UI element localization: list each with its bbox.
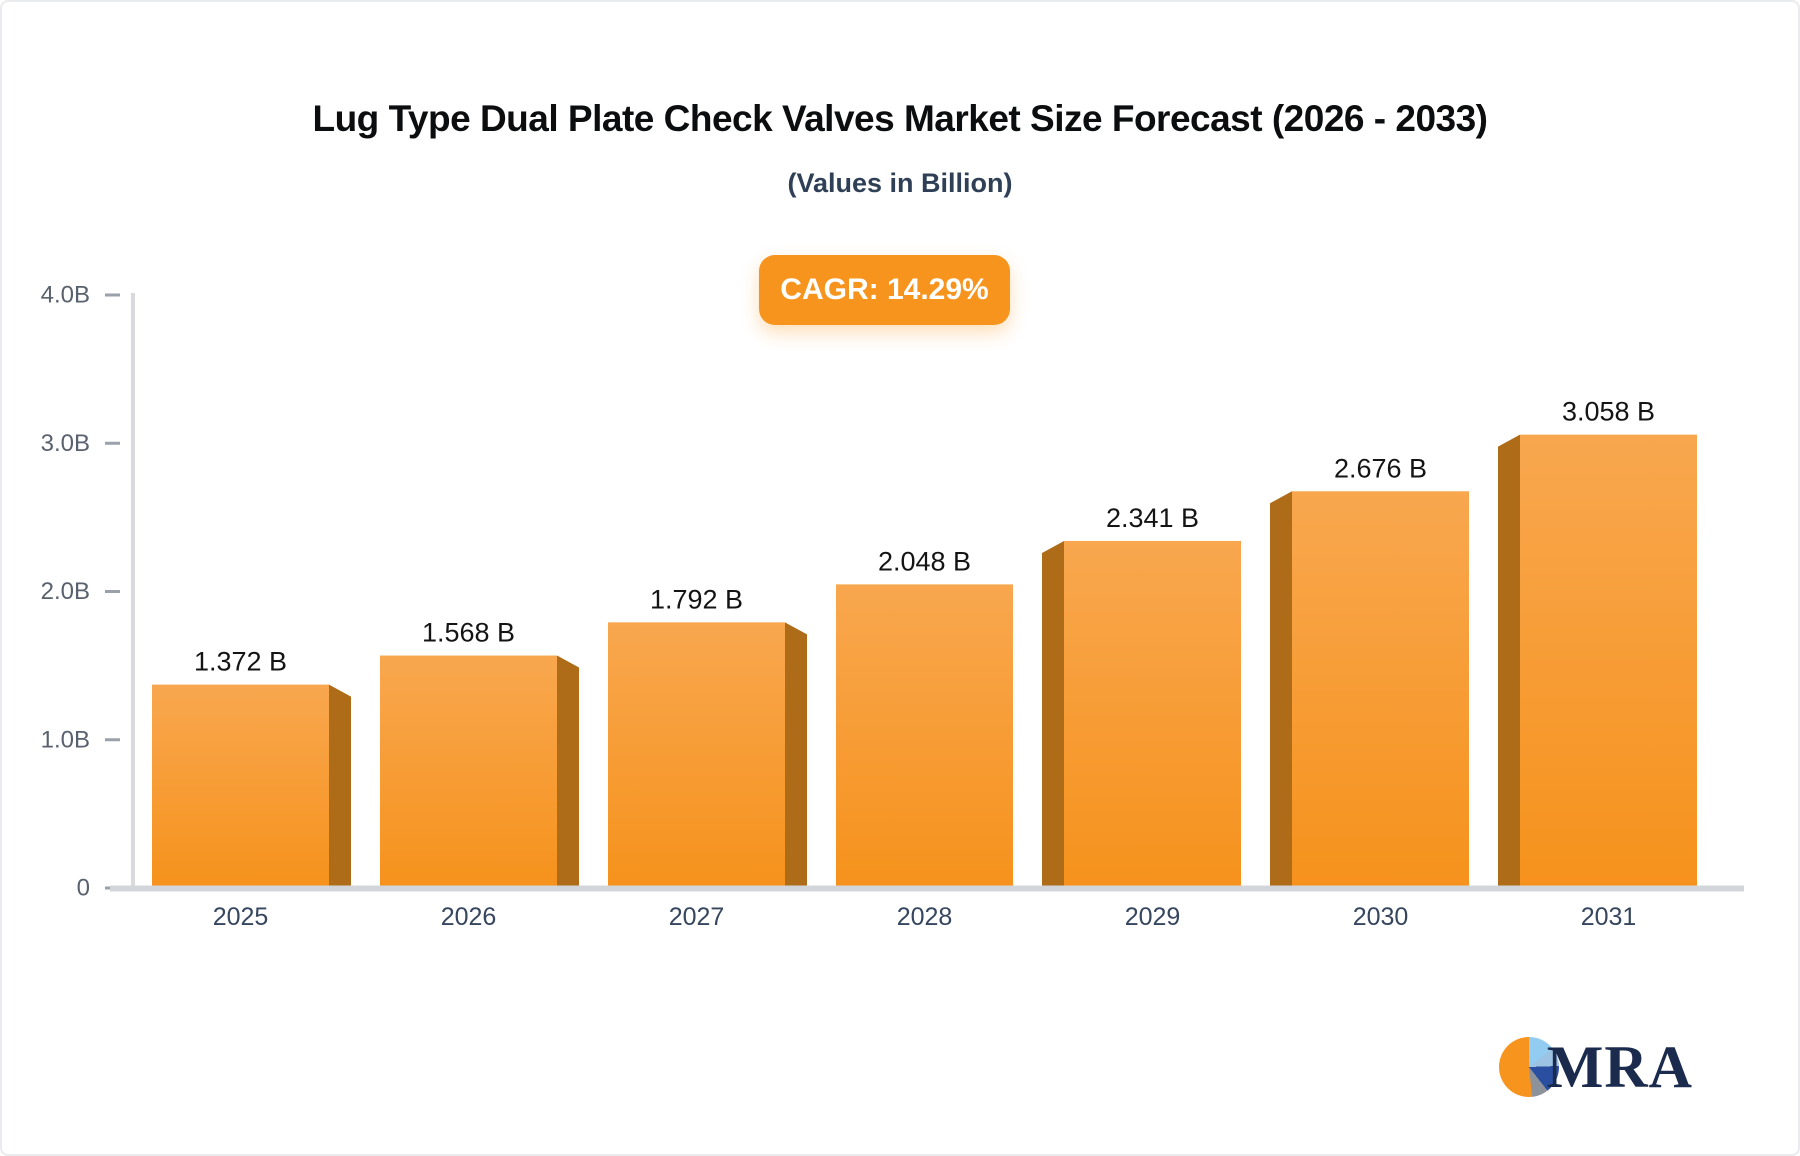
bar-2029 <box>1064 540 1241 888</box>
y-tick-label: 3.0B <box>41 430 90 457</box>
bar-value-label: 1.568 B <box>422 618 515 648</box>
bar-value-label: 2.676 B <box>1334 453 1427 483</box>
bar-2028 <box>836 584 1013 888</box>
y-tick <box>105 293 120 297</box>
bar-2025 <box>152 684 329 888</box>
bar-side-face <box>329 684 351 888</box>
bar-value-label: 2.048 B <box>878 546 971 576</box>
cagr-badge-label: CAGR: 14.29% <box>780 273 989 306</box>
bar-2026 <box>380 655 557 888</box>
bar-value-label: 3.058 B <box>1562 397 1655 427</box>
bar-side-face <box>557 655 579 888</box>
bar-2030 <box>1292 491 1469 888</box>
x-category-label: 2031 <box>1581 903 1637 931</box>
chart-subtitle: (Values in Billion) <box>787 168 1013 198</box>
cagr-badge: CAGR: 14.29% <box>759 255 1010 325</box>
bar-side-face <box>1270 491 1292 888</box>
x-category-label: 2028 <box>897 903 953 931</box>
bar-side-face <box>1498 434 1520 888</box>
y-tick <box>105 441 120 445</box>
x-axis-baseline <box>110 885 1744 892</box>
pie-chart-logo-icon <box>1498 1037 1559 1097</box>
x-category-label: 2029 <box>1125 903 1181 931</box>
x-category-label: 2027 <box>669 903 725 931</box>
x-category-label: 2030 <box>1353 903 1409 931</box>
bar-value-label: 1.372 B <box>194 647 287 677</box>
y-tick <box>105 738 120 742</box>
y-tick-label: 1.0B <box>41 726 90 753</box>
x-category-label: 2025 <box>213 903 269 931</box>
x-category-label: 2026 <box>441 903 497 931</box>
bar-2027 <box>608 622 785 888</box>
bar-value-label: 1.792 B <box>650 584 743 614</box>
chart-title: Lug Type Dual Plate Check Valves Market … <box>312 98 1488 139</box>
y-tick <box>105 590 120 593</box>
y-tick-label: 4.0B <box>41 282 90 309</box>
bar-side-face <box>1042 540 1064 888</box>
mra-logo-text: MRA <box>1546 1034 1693 1100</box>
y-axis-line <box>131 293 135 888</box>
y-tick-label: 2.0B <box>41 578 90 605</box>
bar-2031 <box>1520 434 1697 888</box>
bar-side-face <box>785 622 807 888</box>
mra-logo: MRA <box>1498 1034 1693 1100</box>
bar-value-label: 2.341 B <box>1106 503 1199 533</box>
y-tick-label: 0 <box>77 875 90 902</box>
